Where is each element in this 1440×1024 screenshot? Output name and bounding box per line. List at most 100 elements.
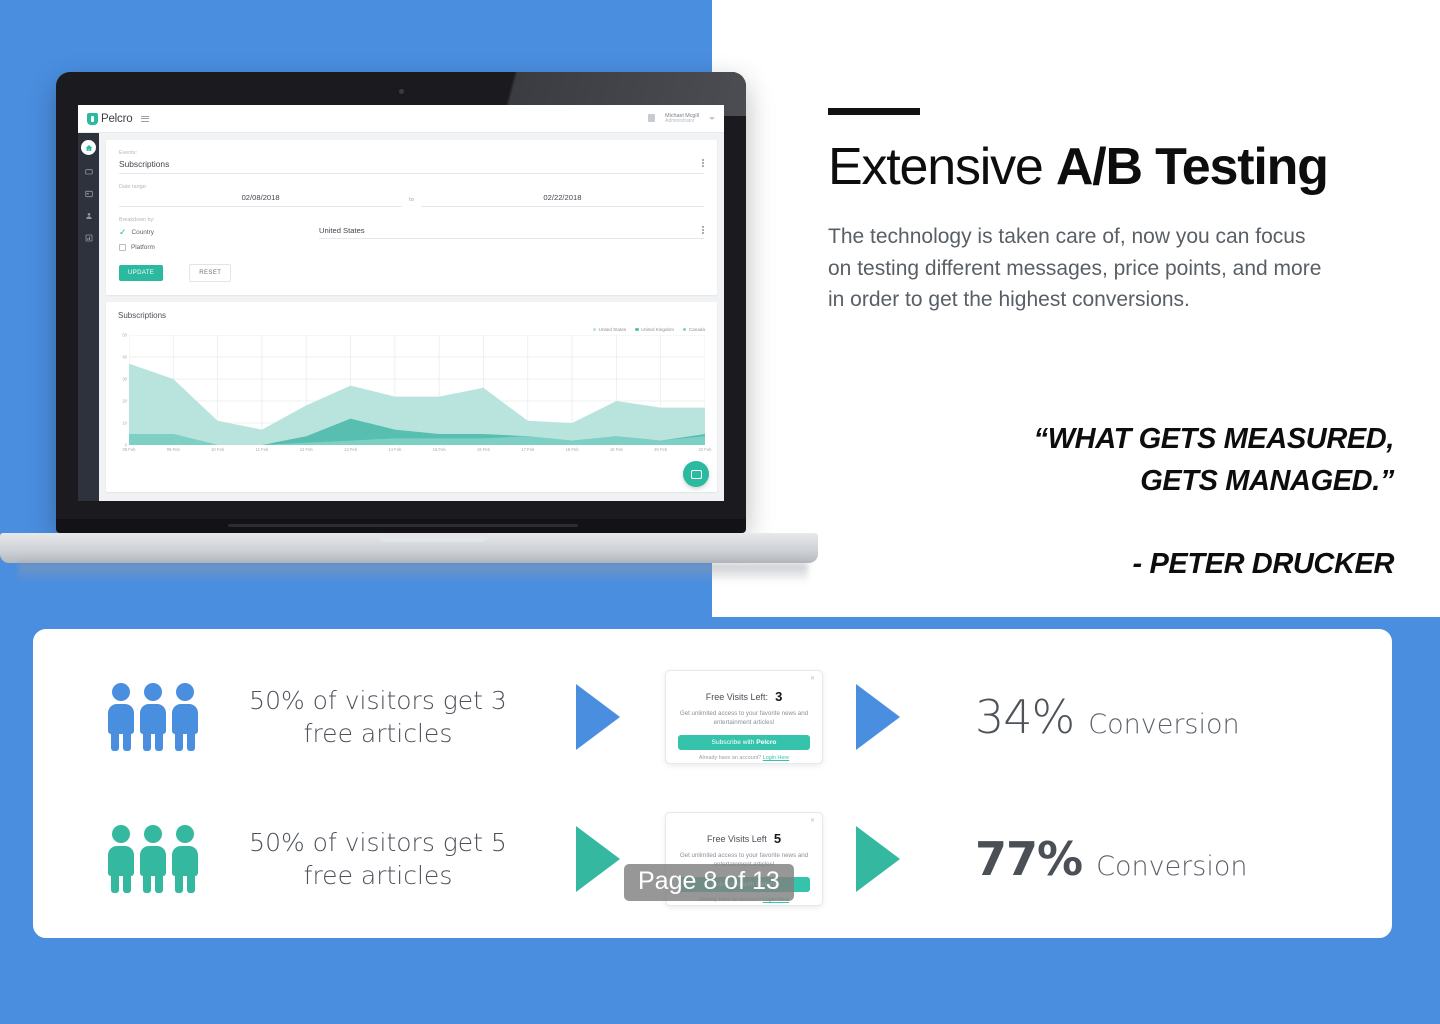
person-icon bbox=[108, 683, 134, 751]
quote-line-1: “WHAT GETS MEASURED, bbox=[1033, 423, 1395, 455]
subscribe-label-a: Subscribe with bbox=[711, 738, 757, 746]
events-value: Subscriptions bbox=[119, 159, 170, 169]
country-checkbox-checked[interactable]: ✓ bbox=[119, 227, 127, 237]
date-from-input[interactable]: 02/08/2018 bbox=[119, 193, 403, 207]
x-axis-tick: 13 Feb bbox=[344, 447, 358, 452]
person-icon bbox=[140, 683, 166, 751]
conversion-result-b: 77% Conversion bbox=[975, 832, 1247, 886]
login-link-a[interactable]: Login Here bbox=[762, 754, 790, 761]
date-from-value: 02/08/2018 bbox=[241, 193, 280, 202]
platform-checkbox[interactable] bbox=[119, 244, 126, 251]
breakdown-label: Breakdown by: bbox=[119, 217, 155, 223]
sidebar-item-home[interactable] bbox=[81, 140, 96, 155]
page-indicator: Page 8 of 13 bbox=[624, 864, 794, 901]
chart-title: Subscriptions bbox=[118, 311, 167, 320]
pelcro-shield-icon bbox=[87, 112, 98, 125]
select-dots-icon bbox=[702, 226, 704, 234]
hero-title-light: Extensive bbox=[828, 138, 1056, 196]
pelcro-dashboard: Pelcro Michael Mcgill Administrator bbox=[78, 105, 724, 501]
hamburger-icon[interactable] bbox=[141, 115, 150, 122]
date-to-value: 02/22/2018 bbox=[543, 193, 582, 202]
breakdown-platform-row: Platform bbox=[119, 244, 704, 251]
platform-label: Platform bbox=[131, 244, 155, 251]
person-icon bbox=[140, 825, 166, 893]
sidebar-item-monitor[interactable] bbox=[83, 166, 94, 177]
person-icon bbox=[85, 212, 92, 219]
legend-item: United States bbox=[592, 327, 627, 332]
people-group-a bbox=[33, 683, 213, 751]
bar-chart-icon bbox=[85, 234, 92, 241]
paywall-modal-a: ✕ Free Visits Left: 3 Get unlimited acce… bbox=[665, 670, 823, 764]
home-icon bbox=[85, 144, 92, 151]
webcam-icon bbox=[399, 89, 404, 94]
paywall-a-count: 3 bbox=[775, 689, 783, 704]
card-icon bbox=[84, 190, 93, 197]
close-icon[interactable]: ✕ bbox=[809, 676, 815, 682]
laptop-base-shadow bbox=[18, 563, 808, 583]
sidebar-item-card[interactable] bbox=[83, 188, 94, 199]
arrow-right-icon bbox=[823, 826, 933, 892]
sidebar-item-person[interactable] bbox=[83, 210, 94, 221]
variant-b-description: 50% of visitors get 5 free articles bbox=[213, 826, 543, 893]
quote-line-2: GETS MANAGED.” bbox=[1140, 465, 1394, 498]
country-value: United States bbox=[319, 226, 365, 235]
x-axis-tick: 20 Feb bbox=[654, 447, 668, 452]
x-axis-tick: 09 Feb bbox=[166, 447, 180, 452]
people-group-b bbox=[33, 825, 213, 893]
variant-b-line-2: free articles bbox=[303, 861, 453, 890]
variant-a-line-1: 50% of visitors get 3 bbox=[249, 685, 507, 715]
date-range-row: 02/08/2018 to 02/22/2018 bbox=[119, 193, 705, 207]
chart-panel: Subscriptions United States United Kingdo… bbox=[106, 302, 717, 492]
user-menu[interactable]: Michael Mcgill Administrator bbox=[665, 113, 699, 125]
dashboard-main: Events: Subscriptions Date range: 02/08/… bbox=[99, 133, 724, 501]
x-axis-tick: 14 Feb bbox=[388, 447, 402, 452]
y-axis-tick: 40 bbox=[122, 354, 127, 360]
x-axis-tick: 12 Feb bbox=[299, 447, 313, 452]
conversion-result-a: 34% Conversion bbox=[975, 690, 1240, 744]
update-button[interactable]: UPDATE bbox=[119, 265, 164, 281]
legend-label: United States bbox=[598, 327, 627, 332]
date-range-label: Date range: bbox=[119, 184, 148, 190]
x-axis-tick: 17 Feb bbox=[521, 447, 535, 452]
chart-plot-area: 0 10 20 30 40 50 08 Feb 09 Feb 10 Feb 11 Feb 12 F… bbox=[122, 333, 711, 455]
hero-divider bbox=[828, 108, 920, 115]
pelcro-logo[interactable]: Pelcro bbox=[87, 112, 133, 125]
events-select[interactable]: Subscriptions bbox=[119, 159, 704, 174]
legend-label: Canada bbox=[688, 327, 705, 332]
arrow-right-icon bbox=[823, 684, 933, 750]
y-axis-tick: 10 bbox=[122, 420, 127, 426]
x-axis-tick: 16 Feb bbox=[476, 447, 490, 452]
variant-a-description: 50% of visitors get 3 free articles bbox=[213, 684, 543, 751]
reset-button[interactable]: RESET bbox=[189, 264, 232, 282]
x-axis-tick: 11 Feb bbox=[255, 447, 269, 452]
hero-subtitle: The technology is taken care of, now you… bbox=[828, 224, 1322, 312]
y-axis-tick: 20 bbox=[122, 398, 127, 404]
user-name: Michael Mcgill bbox=[665, 112, 699, 119]
chevron-down-icon[interactable] bbox=[709, 116, 715, 120]
arrow-right-icon bbox=[543, 684, 653, 750]
bell-icon[interactable] bbox=[648, 114, 656, 123]
country-select[interactable]: United States bbox=[319, 226, 704, 239]
x-axis-tick: 18 Feb bbox=[565, 447, 579, 452]
paywall-a-headline: Free Visits Left: bbox=[705, 691, 769, 702]
x-axis-tick: 22 Feb bbox=[698, 447, 712, 452]
laptop-screen: Pelcro Michael Mcgill Administrator bbox=[78, 105, 724, 501]
subscribe-button-a[interactable]: Subscribe with Pelcro bbox=[678, 734, 810, 750]
y-axis-tick: 50 bbox=[122, 332, 127, 338]
x-axis-tick: 08 Feb bbox=[122, 447, 136, 452]
sidebar-item-reports[interactable] bbox=[83, 232, 94, 243]
laptop-hinge-line bbox=[228, 524, 578, 527]
legend-color-dot bbox=[635, 327, 639, 332]
chart-y-axis: 0 10 20 30 40 50 bbox=[118, 332, 129, 448]
close-icon[interactable]: ✕ bbox=[809, 818, 815, 824]
legend-color-dot bbox=[682, 327, 687, 332]
date-to-separator: to bbox=[409, 197, 414, 203]
chart-x-axis: 08 Feb 09 Feb 10 Feb 11 Feb 12 Feb 13 Feb 14 F… bbox=[122, 445, 711, 459]
paywall-b-count: 5 bbox=[773, 831, 782, 846]
chat-bubble-icon[interactable] bbox=[683, 461, 709, 487]
legend-item: United Kingdom bbox=[635, 327, 674, 332]
person-icon bbox=[172, 825, 198, 893]
y-axis-tick: 0 bbox=[124, 442, 127, 448]
date-to-input[interactable]: 02/22/2018 bbox=[420, 193, 705, 207]
hero-title-bold: A/B Testing bbox=[1055, 138, 1329, 196]
